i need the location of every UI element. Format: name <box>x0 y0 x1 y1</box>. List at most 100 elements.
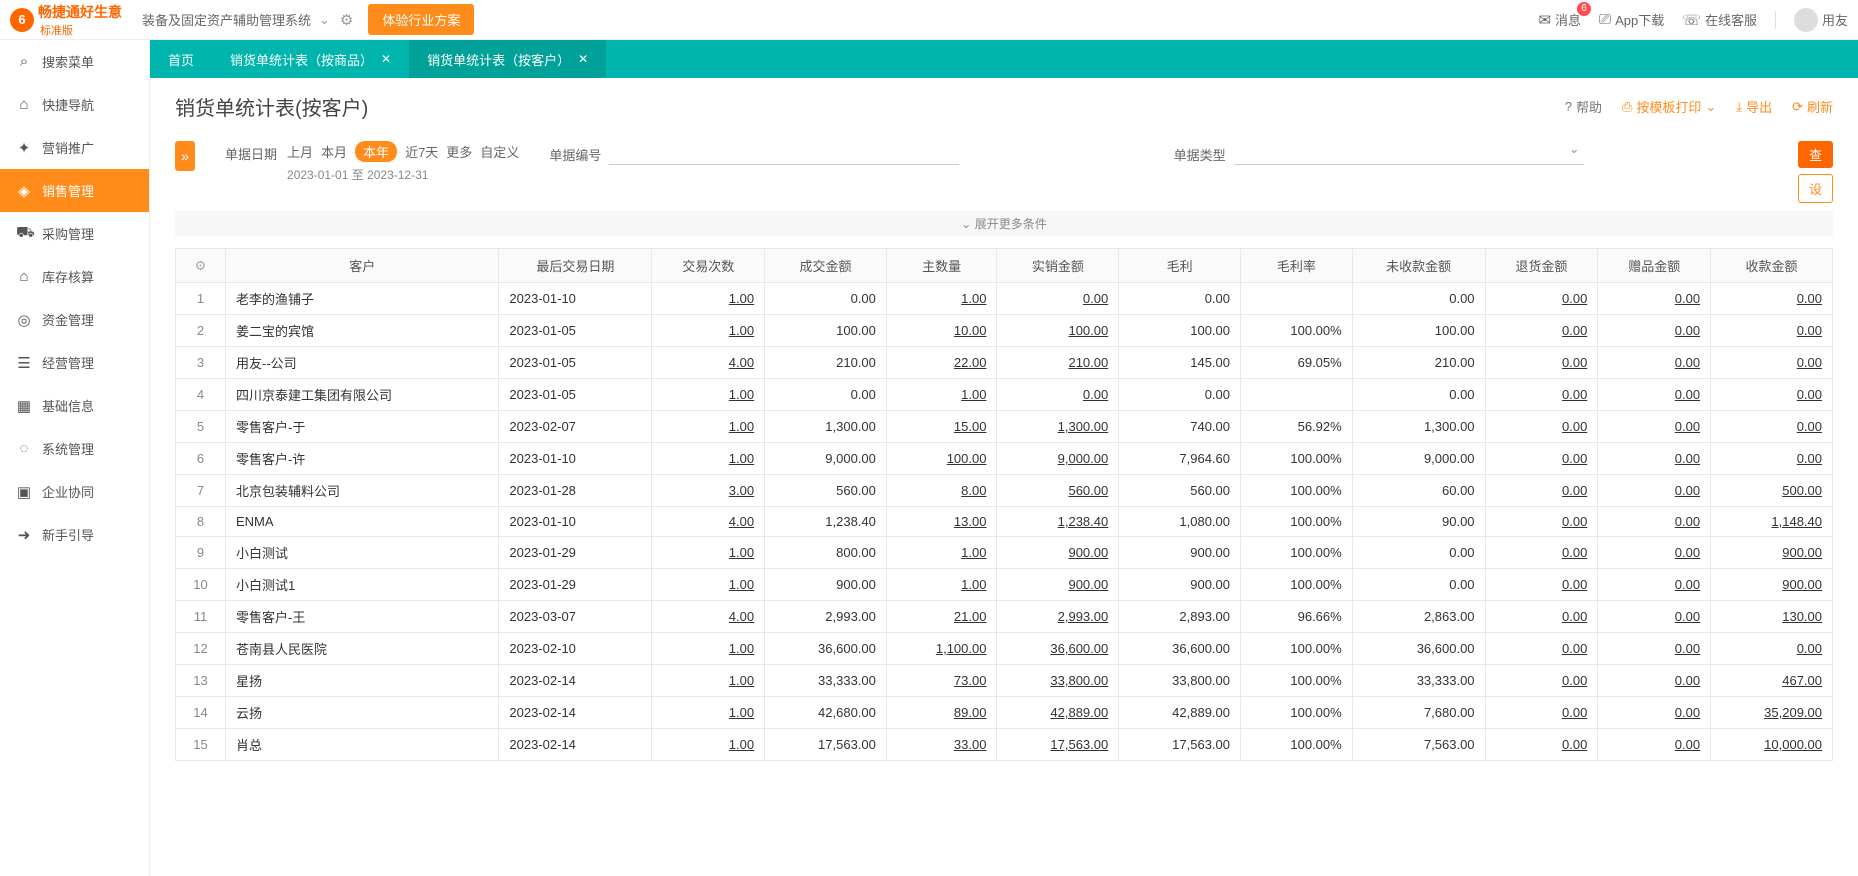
cell-link[interactable]: 4.00 <box>729 355 754 370</box>
tab-2[interactable]: 销货单统计表（按客户）✕ <box>409 40 606 78</box>
cell-link[interactable]: 1.00 <box>729 673 754 688</box>
cell-link[interactable]: 13.00 <box>954 514 987 529</box>
cell-link[interactable]: 0.00 <box>1675 451 1700 466</box>
cell-link[interactable]: 0.00 <box>1797 355 1822 370</box>
cell-link[interactable]: 100.00 <box>1068 323 1108 338</box>
cell-link[interactable]: 1.00 <box>729 577 754 592</box>
tab-1[interactable]: 销货单统计表（按商品）✕ <box>212 40 409 78</box>
cell-link[interactable]: 1.00 <box>729 451 754 466</box>
cell-link[interactable]: 1.00 <box>729 737 754 752</box>
cell-link[interactable]: 4.00 <box>729 609 754 624</box>
cell-link[interactable]: 0.00 <box>1562 737 1587 752</box>
cell-link[interactable]: 1,148.40 <box>1771 514 1822 529</box>
sidebar-item-8[interactable]: ▦基础信息 <box>0 384 149 427</box>
cell-link[interactable]: 0.00 <box>1675 291 1700 306</box>
column-header[interactable]: 实销金额 <box>997 249 1119 283</box>
expand-filters-button[interactable]: ⌄ 展开更多条件 <box>175 211 1833 236</box>
cell-link[interactable]: 0.00 <box>1797 641 1822 656</box>
cell-link[interactable]: 1.00 <box>961 291 986 306</box>
column-header[interactable]: 退货金额 <box>1485 249 1598 283</box>
table-row[interactable]: 15肖总2023-02-141.0017,563.0033.0017,563.0… <box>176 729 1833 761</box>
cell-link[interactable]: 0.00 <box>1675 387 1700 402</box>
type-select[interactable] <box>1234 141 1584 165</box>
date-option-1[interactable]: 本月 <box>321 142 347 161</box>
user-menu[interactable]: 用友 <box>1794 8 1848 32</box>
table-row[interactable]: 3用友--公司2023-01-054.00210.0022.00210.0014… <box>176 347 1833 379</box>
cell-link[interactable]: 1.00 <box>961 545 986 560</box>
trial-button[interactable]: 体验行业方案 <box>368 4 474 35</box>
cell-link[interactable]: 210.00 <box>1068 355 1108 370</box>
table-row[interactable]: 5零售客户-于2023-02-071.001,300.0015.001,300.… <box>176 411 1833 443</box>
cell-link[interactable]: 0.00 <box>1562 673 1587 688</box>
cell-link[interactable]: 1.00 <box>961 387 986 402</box>
column-header[interactable]: 成交金额 <box>765 249 887 283</box>
cell-link[interactable]: 0.00 <box>1675 323 1700 338</box>
close-icon[interactable]: ✕ <box>381 52 391 66</box>
online-service-button[interactable]: ☏ 在线客服 <box>1682 10 1757 29</box>
sidebar-item-9[interactable]: ◌系统管理 <box>0 427 149 470</box>
sidebar-item-7[interactable]: ☰经营管理 <box>0 341 149 384</box>
cell-link[interactable]: 0.00 <box>1562 355 1587 370</box>
cell-link[interactable]: 0.00 <box>1675 545 1700 560</box>
cell-link[interactable]: 100.00 <box>947 451 987 466</box>
cell-link[interactable]: 0.00 <box>1083 291 1108 306</box>
table-row[interactable]: 6零售客户-许2023-01-101.009,000.00100.009,000… <box>176 443 1833 475</box>
cell-link[interactable]: 8.00 <box>961 483 986 498</box>
cell-link[interactable]: 0.00 <box>1675 514 1700 529</box>
sidebar-item-11[interactable]: ➜新手引导 <box>0 513 149 556</box>
settings-icon[interactable]: ⚙ <box>340 11 353 29</box>
cell-link[interactable]: 21.00 <box>954 609 987 624</box>
column-header[interactable]: 主数量 <box>886 249 997 283</box>
cell-link[interactable]: 0.00 <box>1083 387 1108 402</box>
cell-link[interactable]: 0.00 <box>1562 323 1587 338</box>
cell-link[interactable]: 1.00 <box>729 387 754 402</box>
cell-link[interactable]: 0.00 <box>1797 451 1822 466</box>
cell-link[interactable]: 900.00 <box>1068 545 1108 560</box>
cell-link[interactable]: 1.00 <box>729 705 754 720</box>
cell-link[interactable]: 1,238.40 <box>1058 514 1109 529</box>
cell-link[interactable]: 0.00 <box>1562 641 1587 656</box>
cell-link[interactable]: 3.00 <box>729 483 754 498</box>
column-header[interactable]: 交易次数 <box>652 249 765 283</box>
code-input[interactable] <box>609 141 959 165</box>
cell-link[interactable]: 1.00 <box>729 641 754 656</box>
search-button[interactable]: 查 <box>1798 141 1833 168</box>
export-button[interactable]: ⤓导出 <box>1736 97 1772 116</box>
column-header[interactable]: 毛利 <box>1119 249 1241 283</box>
sidebar-item-3[interactable]: ◈销售管理 <box>0 169 149 212</box>
cell-link[interactable]: 33,800.00 <box>1050 673 1108 688</box>
cell-link[interactable]: 1.00 <box>961 577 986 592</box>
tab-0[interactable]: 首页 <box>150 40 212 78</box>
cell-link[interactable]: 1,100.00 <box>936 641 987 656</box>
column-header[interactable]: 赠品金额 <box>1598 249 1711 283</box>
table-row[interactable]: 10小白测试12023-01-291.00900.001.00900.00900… <box>176 569 1833 601</box>
date-option-5[interactable]: 自定义 <box>480 142 519 161</box>
collapse-filter-button[interactable]: » <box>175 141 195 171</box>
cell-link[interactable]: 1,300.00 <box>1058 419 1109 434</box>
cell-link[interactable]: 1.00 <box>729 545 754 560</box>
sidebar-item-6[interactable]: ◎资金管理 <box>0 298 149 341</box>
table-row[interactable]: 4四川京泰建工集团有限公司2023-01-051.000.001.000.000… <box>176 379 1833 411</box>
cell-link[interactable]: 0.00 <box>1797 323 1822 338</box>
table-row[interactable]: 2姜二宝的宾馆2023-01-051.00100.0010.00100.0010… <box>176 315 1833 347</box>
table-row[interactable]: 1老李的渔铺子2023-01-101.000.001.000.000.000.0… <box>176 283 1833 315</box>
cell-link[interactable]: 1.00 <box>729 419 754 434</box>
cell-link[interactable]: 900.00 <box>1782 545 1822 560</box>
help-button[interactable]: ?帮助 <box>1565 97 1602 116</box>
cell-link[interactable]: 467.00 <box>1782 673 1822 688</box>
cell-link[interactable]: 0.00 <box>1562 609 1587 624</box>
cell-link[interactable]: 0.00 <box>1675 419 1700 434</box>
cell-link[interactable]: 500.00 <box>1782 483 1822 498</box>
cell-link[interactable]: 10,000.00 <box>1764 737 1822 752</box>
column-header[interactable]: 收款金额 <box>1711 249 1833 283</box>
refresh-button[interactable]: ⟳刷新 <box>1792 97 1833 116</box>
logo[interactable]: 6 畅捷通好生意 标准版 <box>10 2 122 38</box>
column-header[interactable]: 未收款金额 <box>1352 249 1485 283</box>
close-icon[interactable]: ✕ <box>578 52 588 66</box>
cell-link[interactable]: 1.00 <box>729 323 754 338</box>
table-row[interactable]: 14云扬2023-02-141.0042,680.0089.0042,889.0… <box>176 697 1833 729</box>
table-row[interactable]: 9小白测试2023-01-291.00800.001.00900.00900.0… <box>176 537 1833 569</box>
cell-link[interactable]: 22.00 <box>954 355 987 370</box>
cell-link[interactable]: 35,209.00 <box>1764 705 1822 720</box>
cell-link[interactable]: 2,993.00 <box>1058 609 1109 624</box>
